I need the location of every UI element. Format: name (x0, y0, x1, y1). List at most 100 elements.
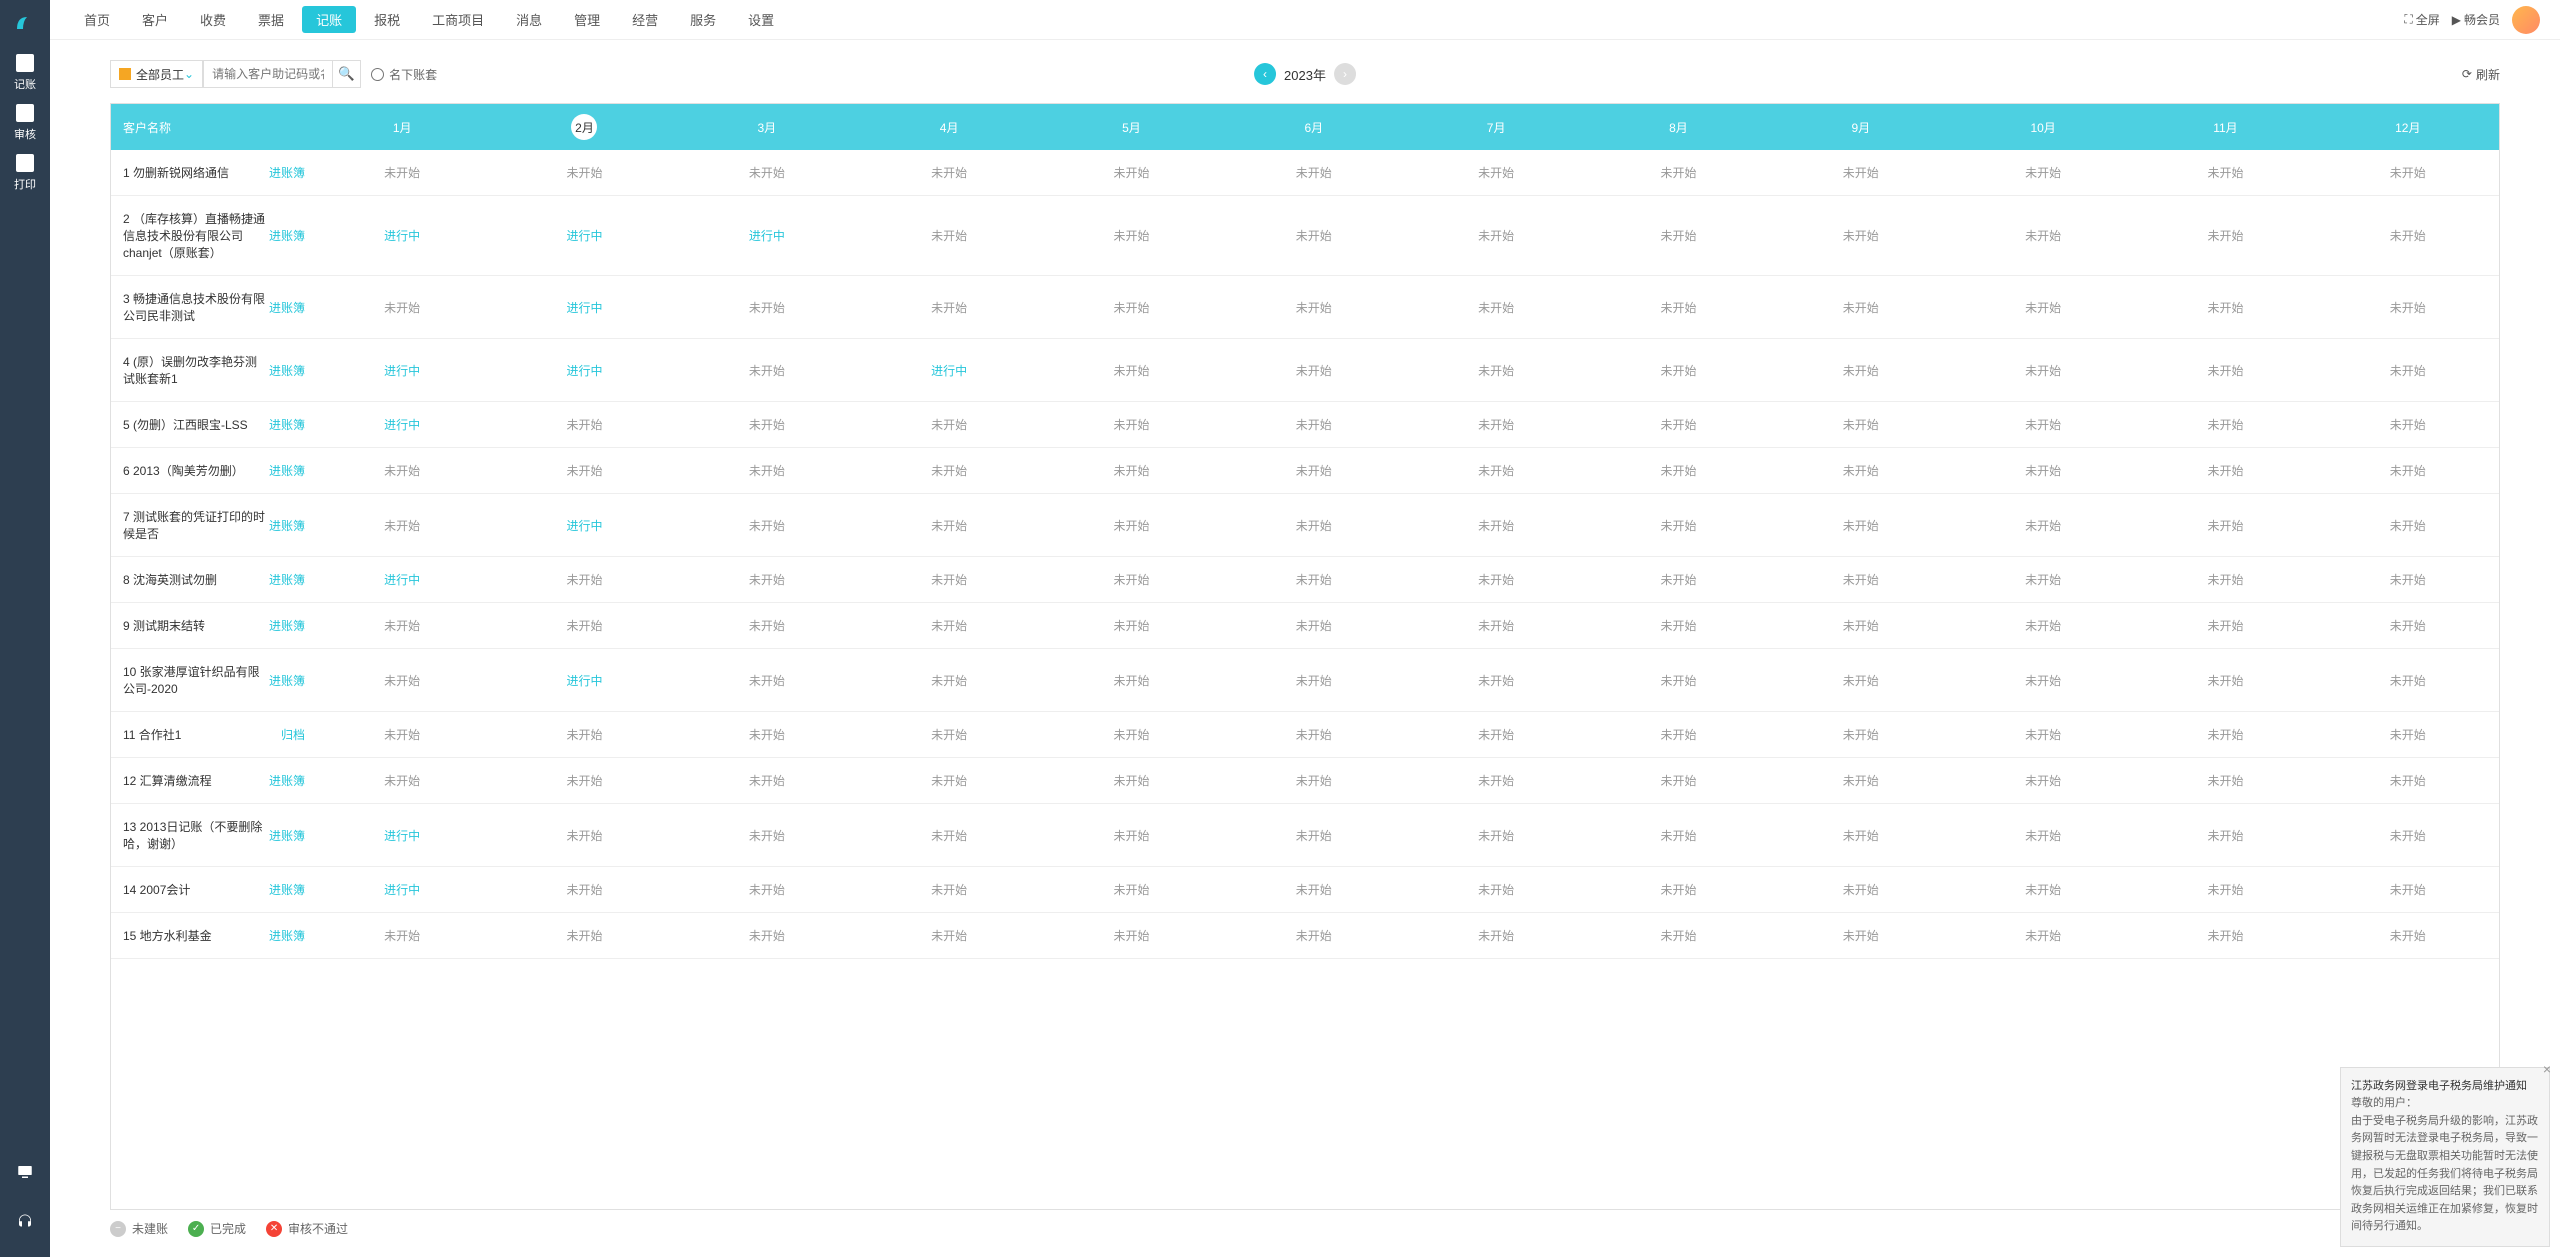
nav-tab-首页[interactable]: 首页 (70, 6, 124, 33)
nav-tab-记账[interactable]: 记账 (302, 6, 356, 33)
col-month-11[interactable]: 11月 (2134, 104, 2316, 150)
col-month-12[interactable]: 12月 (2317, 104, 2499, 150)
customer-name: 7 测试账套的凭证打印的时候是否 (123, 508, 269, 542)
status-cell: 未开始 (2317, 494, 2499, 557)
ledger-link[interactable]: 进账簿 (269, 827, 305, 844)
ledger-link[interactable]: 进账簿 (269, 571, 305, 588)
col-month-10[interactable]: 10月 (1952, 104, 2134, 150)
col-month-6[interactable]: 6月 (1223, 104, 1405, 150)
ledger-link[interactable]: 进账簿 (269, 772, 305, 789)
ledger-link[interactable]: 进账簿 (269, 299, 305, 316)
fullscreen-label: 全屏 (2416, 11, 2440, 28)
status-cell: 未开始 (858, 712, 1040, 758)
col-month-3[interactable]: 3月 (676, 104, 858, 150)
nav-tab-票据[interactable]: 票据 (244, 6, 298, 33)
ledger-link[interactable]: 进账簿 (269, 672, 305, 689)
sidebar-item-0[interactable]: 记账 (0, 48, 50, 98)
status-cell: 未开始 (1040, 758, 1222, 804)
ledger-link[interactable]: 进账簿 (269, 227, 305, 244)
col-month-8[interactable]: 8月 (1587, 104, 1769, 150)
ledger-link[interactable]: 进账簿 (269, 462, 305, 479)
notification-close-icon[interactable]: × (2543, 1058, 2551, 1080)
nav-tab-经营[interactable]: 经营 (618, 6, 672, 33)
status-cell: 未开始 (1405, 804, 1587, 867)
status-cell: 未开始 (1587, 276, 1769, 339)
nav-tab-收费[interactable]: 收费 (186, 6, 240, 33)
status-cell: 未开始 (1040, 494, 1222, 557)
status-cell: 未开始 (1770, 758, 1952, 804)
status-cell: 未开始 (1405, 402, 1587, 448)
status-cell: 未开始 (676, 276, 858, 339)
nav-tab-工商项目[interactable]: 工商项目 (418, 6, 498, 33)
vip-button[interactable]: ▶ 畅会员 (2452, 11, 2500, 28)
status-cell: 未开始 (2317, 557, 2499, 603)
nav-tab-客户[interactable]: 客户 (128, 6, 182, 33)
col-month-5[interactable]: 5月 (1040, 104, 1222, 150)
nav-tab-设置[interactable]: 设置 (734, 6, 788, 33)
ledger-link[interactable]: 归档 (281, 726, 305, 743)
year-next-button[interactable]: › (1334, 63, 1356, 85)
owned-accounts-radio[interactable]: 名下账套 (371, 66, 437, 83)
customer-name: 8 沈海英测试勿删 (123, 571, 269, 588)
status-cell: 未开始 (1223, 402, 1405, 448)
sidebar-item-2[interactable]: 打印 (0, 148, 50, 198)
status-cell: 未开始 (1770, 712, 1952, 758)
status-cell: 未开始 (1770, 649, 1952, 712)
status-cell: 未开始 (1405, 913, 1587, 959)
col-month-1[interactable]: 1月 (311, 104, 493, 150)
status-cell: 进行中 (311, 557, 493, 603)
customer-name: 13 2013日记账（不要删除哈，谢谢） (123, 818, 269, 852)
year-prev-button[interactable]: ‹ (1254, 63, 1276, 85)
table-row: 4 (原）误删勿改李艳芬测试账套新1进账簿进行中进行中未开始进行中未开始未开始未… (111, 339, 2499, 402)
status-cell: 未开始 (1040, 402, 1222, 448)
accounting-table: 客户名称1月2月3月4月5月6月7月8月9月10月11月12月 1 勿删新锐网络… (111, 104, 2499, 959)
status-cell: 未开始 (1952, 448, 2134, 494)
col-month-2[interactable]: 2月 (493, 104, 675, 150)
col-month-7[interactable]: 7月 (1405, 104, 1587, 150)
table-row: 3 畅捷通信息技术股份有限公司民非测试进账簿未开始进行中未开始未开始未开始未开始… (111, 276, 2499, 339)
status-cell: 未开始 (2317, 448, 2499, 494)
nav-tab-报税[interactable]: 报税 (360, 6, 414, 33)
nav-tab-服务[interactable]: 服务 (676, 6, 730, 33)
status-cell: 未开始 (1223, 196, 1405, 276)
status-cell: 进行中 (493, 339, 675, 402)
status-cell: 未开始 (2134, 913, 2316, 959)
ledger-link[interactable]: 进账簿 (269, 881, 305, 898)
refresh-button[interactable]: ⟳ 刷新 (2462, 66, 2500, 83)
status-cell: 未开始 (2317, 712, 2499, 758)
avatar[interactable] (2512, 6, 2540, 34)
status-cell: 未开始 (1040, 196, 1222, 276)
status-cell: 未开始 (1040, 150, 1222, 196)
ledger-link[interactable]: 进账簿 (269, 927, 305, 944)
sidebar-item-1[interactable]: 审核 (0, 98, 50, 148)
sidebar-icon (16, 104, 34, 122)
status-cell: 未开始 (1770, 150, 1952, 196)
nav-tab-管理[interactable]: 管理 (560, 6, 614, 33)
sidebar-monitor-icon[interactable] (0, 1147, 50, 1197)
status-cell: 未开始 (1770, 913, 1952, 959)
ledger-link[interactable]: 进账簿 (269, 362, 305, 379)
ledger-link[interactable]: 进账簿 (269, 617, 305, 634)
sidebar-headset-icon[interactable] (0, 1197, 50, 1247)
status-cell: 未开始 (1405, 494, 1587, 557)
ledger-link[interactable]: 进账簿 (269, 164, 305, 181)
fullscreen-button[interactable]: ⛶ 全屏 (2404, 11, 2439, 28)
status-cell: 未开始 (493, 448, 675, 494)
nav-tab-消息[interactable]: 消息 (502, 6, 556, 33)
ledger-link[interactable]: 进账簿 (269, 416, 305, 433)
owned-accounts-radio-input[interactable] (371, 68, 384, 81)
status-cell: 未开始 (1770, 494, 1952, 557)
col-month-9[interactable]: 9月 (1770, 104, 1952, 150)
status-cell: 未开始 (2134, 494, 2316, 557)
employee-select[interactable]: 全部员工 ⌄ (110, 60, 203, 88)
status-cell: 未开始 (1223, 603, 1405, 649)
status-cell: 未开始 (858, 150, 1040, 196)
notification-popup: × 江苏政务网登录电子税务局维护通知 尊敬的用户： 由于受电子税务局升级的影响，… (2340, 1067, 2550, 1247)
search-input[interactable] (203, 60, 333, 88)
status-cell: 未开始 (1587, 150, 1769, 196)
col-month-4[interactable]: 4月 (858, 104, 1040, 150)
sidebar-item-label: 审核 (14, 126, 36, 142)
table-row: 11 合作社1归档未开始未开始未开始未开始未开始未开始未开始未开始未开始未开始未… (111, 712, 2499, 758)
search-button[interactable]: 🔍 (333, 60, 361, 88)
ledger-link[interactable]: 进账簿 (269, 517, 305, 534)
